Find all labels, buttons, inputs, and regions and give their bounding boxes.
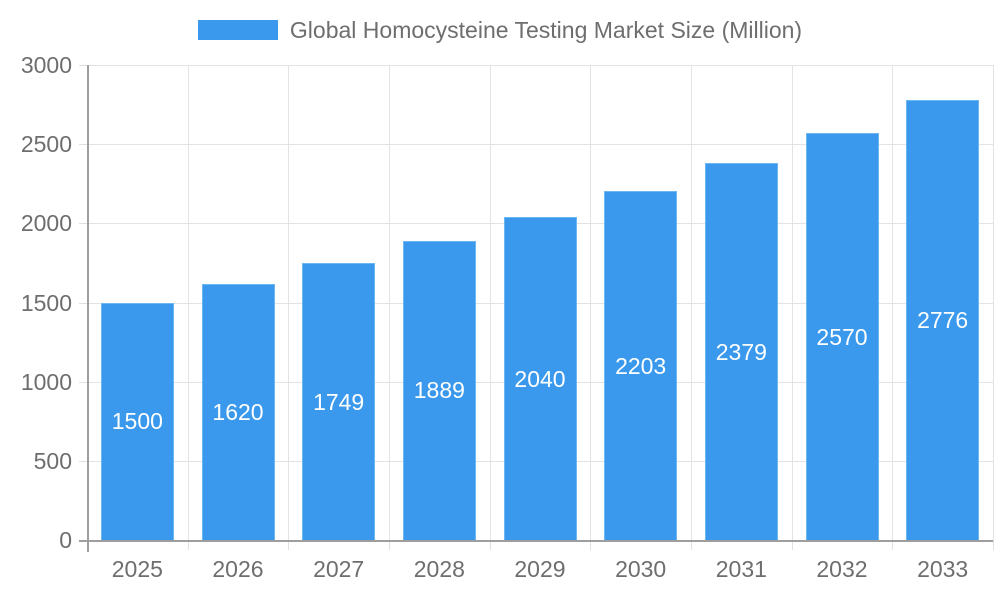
x-axis-tick-mark (791, 540, 793, 550)
y-axis-tick-mark (79, 302, 87, 304)
x-tick-label: 2031 (715, 556, 767, 582)
gridline-vertical (993, 65, 994, 540)
x-axis-tick-mark (590, 540, 592, 550)
gridline-vertical (791, 65, 793, 540)
x-axis-tick-mark (288, 540, 290, 550)
bar: 1500 (100, 302, 174, 540)
gridline-vertical (590, 65, 592, 540)
y-axis-tick-mark (79, 144, 87, 146)
x-tick-label: 2030 (615, 556, 667, 582)
y-axis-line (87, 65, 89, 552)
bar: 1749 (302, 263, 376, 540)
bar: 2776 (906, 100, 980, 540)
bar: 2203 (604, 191, 678, 540)
gridline-vertical (892, 65, 894, 540)
x-axis-tick-mark (489, 540, 491, 550)
gridline-vertical (489, 65, 491, 540)
bar-value-label: 2379 (715, 338, 767, 365)
bar-value-label: 1889 (413, 377, 465, 404)
y-tick-label: 3000 (20, 52, 72, 78)
y-tick-label: 1000 (20, 368, 72, 395)
x-tick-label: 2027 (313, 556, 365, 582)
bar: 2379 (704, 163, 778, 540)
y-tick-label: 2000 (20, 210, 72, 237)
bar-value-label: 1749 (313, 388, 365, 415)
gridline-vertical (288, 65, 290, 540)
x-axis-line (79, 540, 993, 542)
x-axis-tick-mark (389, 540, 390, 550)
x-tick-label: 2029 (514, 556, 566, 582)
gridline-vertical (691, 65, 692, 540)
bar: 1620 (201, 283, 275, 540)
x-tick-label: 2033 (917, 556, 969, 582)
x-axis-tick-mark (993, 540, 994, 550)
x-tick-label: 2026 (212, 556, 264, 582)
y-axis-tick-mark (79, 460, 87, 462)
bar-value-label: 2203 (615, 352, 667, 379)
y-tick-label: 2500 (20, 131, 72, 158)
y-axis-tick-mark (79, 65, 87, 66)
x-axis-tick-mark (892, 540, 894, 550)
gridline-horizontal (87, 144, 993, 146)
legend-swatch (197, 20, 278, 40)
bar-value-label: 2040 (514, 365, 566, 392)
bar-value-label: 1620 (212, 398, 264, 425)
y-tick-label: 1500 (20, 289, 72, 316)
bar-value-label: 2776 (917, 307, 969, 334)
y-axis-tick-mark (79, 381, 87, 383)
y-axis-tick-mark (79, 223, 87, 225)
legend-label: Global Homocysteine Testing Market Size … (289, 16, 803, 43)
x-tick-label: 2032 (816, 556, 868, 582)
gridline-vertical (389, 65, 390, 540)
legend: Global Homocysteine Testing Market Size … (0, 16, 1000, 44)
bar-value-label: 1500 (111, 408, 163, 435)
x-axis-tick-mark (691, 540, 692, 550)
bar-value-label: 2570 (816, 323, 868, 350)
y-tick-label: 0 (59, 527, 72, 553)
y-tick-label: 500 (33, 447, 72, 474)
x-axis-tick-mark (187, 540, 189, 550)
bar: 1889 (402, 240, 476, 540)
gridline-vertical (187, 65, 189, 540)
x-tick-label: 2025 (111, 556, 163, 582)
gridline-horizontal (87, 65, 993, 66)
x-tick-label: 2028 (413, 556, 465, 582)
bar: 2570 (805, 133, 879, 540)
bar: 2040 (503, 217, 577, 540)
